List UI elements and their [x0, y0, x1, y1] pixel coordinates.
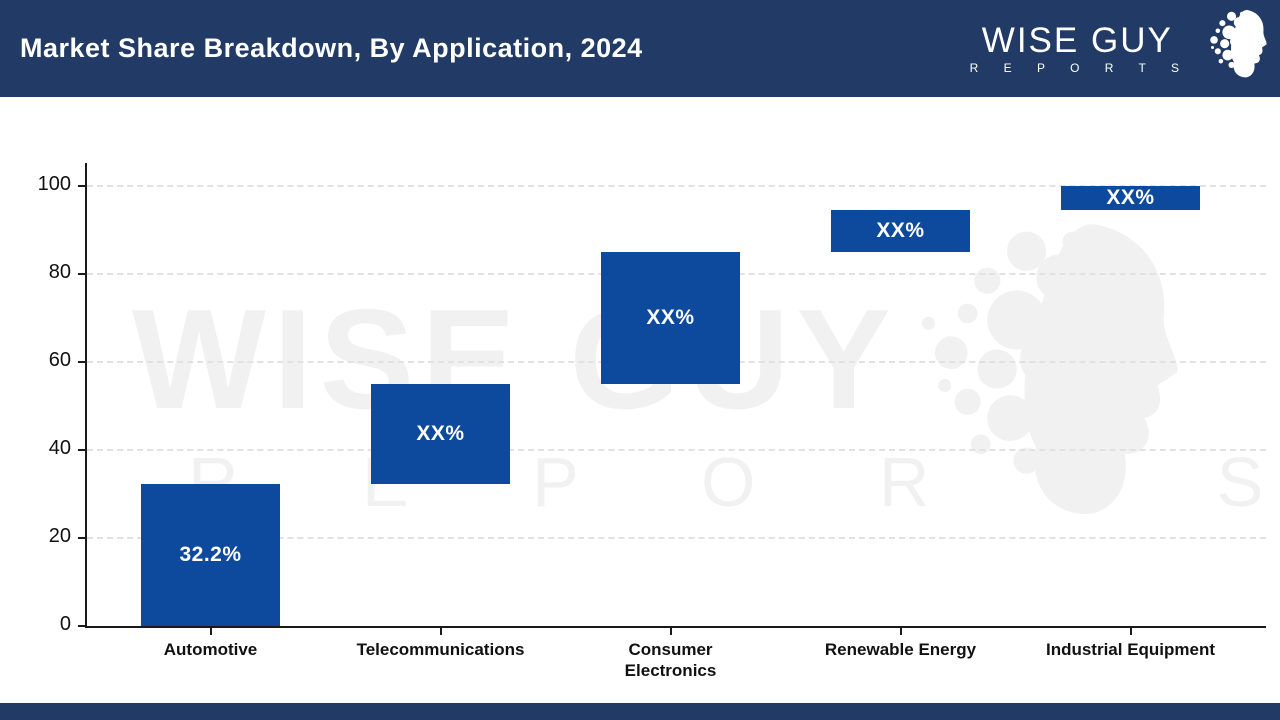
page-title: Market Share Breakdown, By Application, …	[20, 33, 643, 63]
x-category-label: Industrial Equipment	[1045, 640, 1216, 659]
watermark-head-icon	[921, 224, 1178, 515]
bar-segment: XX%	[601, 252, 740, 384]
gridline	[87, 185, 1266, 187]
brand-logo: WISE GUY R E P O R T S	[965, 5, 1268, 93]
x-tick-mark	[899, 627, 902, 635]
x-tick-mark	[1129, 627, 1132, 635]
gridline	[87, 449, 1266, 451]
bar-value-label: XX%	[646, 306, 695, 329]
bar-value-label: 32.2%	[179, 543, 242, 567]
bar-segment: XX%	[1061, 186, 1200, 211]
bar-segment: XX%	[831, 210, 970, 252]
y-tick-label: 60	[48, 349, 71, 371]
y-tick-mark	[78, 273, 87, 275]
y-tick-label: 40	[48, 437, 71, 459]
x-axis-line	[85, 626, 1266, 628]
watermark-wiseguy-text: WISE GUY	[132, 280, 899, 439]
x-tick-mark	[669, 627, 672, 635]
brand-head-icon	[1210, 10, 1267, 78]
x-tick-mark	[439, 627, 442, 635]
brand-name: WISE GUY	[981, 21, 1173, 60]
bar-value-label: XX%	[876, 219, 925, 243]
y-tick-label: 0	[59, 613, 71, 635]
y-tick-label: 100	[37, 173, 71, 195]
x-category-label: Automotive	[163, 640, 258, 659]
x-category-label: Telecommunications	[356, 640, 525, 659]
y-tick-mark	[78, 537, 87, 539]
y-tick-mark	[78, 625, 87, 627]
y-tick-label: 80	[48, 261, 71, 283]
header-banner: Market Share Breakdown, By Application, …	[0, 0, 1280, 97]
bar-value-label: XX%	[416, 422, 465, 446]
y-tick-mark	[78, 185, 87, 187]
bar-segment: XX%	[371, 384, 510, 485]
footer-banner	[0, 703, 1280, 720]
x-category-label: Consumer Electronics	[624, 640, 717, 681]
gridline	[87, 537, 1266, 539]
brand-subtitle: R E P O R T S	[969, 61, 1190, 75]
x-tick-mark	[209, 627, 212, 635]
bar-segment: 32.2%	[141, 484, 280, 626]
bar-value-label: XX%	[1106, 186, 1155, 210]
y-tick-mark	[78, 361, 87, 363]
y-tick-mark	[78, 449, 87, 451]
y-axis-line	[85, 163, 87, 628]
brand-logo-text: WISE GUY R E P O R T S	[965, 23, 1190, 75]
y-tick-label: 20	[48, 525, 71, 547]
x-category-label: Renewable Energy	[824, 640, 977, 659]
